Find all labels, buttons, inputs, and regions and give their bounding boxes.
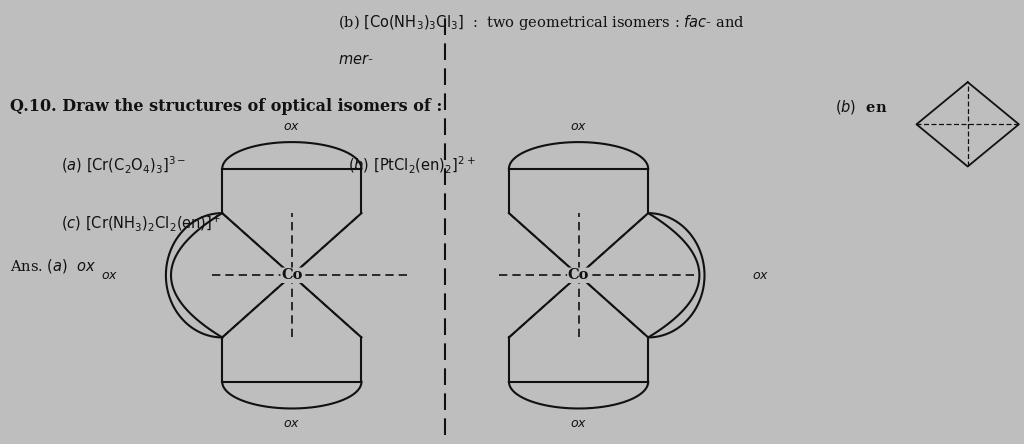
Text: Co: Co xyxy=(282,268,302,282)
Text: $ox$: $ox$ xyxy=(101,269,118,282)
Text: $ox$: $ox$ xyxy=(284,417,300,430)
Text: $(a)$ $[\mathrm{Cr(C_2O_4)_3}]^{3-}$: $(a)$ $[\mathrm{Cr(C_2O_4)_3}]^{3-}$ xyxy=(61,155,186,177)
Text: Co: Co xyxy=(568,268,589,282)
Text: Ans. $(a)$  $ox$: Ans. $(a)$ $ox$ xyxy=(10,258,96,275)
Text: $(b)$  en: $(b)$ en xyxy=(835,98,887,116)
Text: $ox$: $ox$ xyxy=(570,120,587,133)
Text: $(c)$ $[\mathrm{Cr(NH_3)_2Cl_2(en)}]^{+}$: $(c)$ $[\mathrm{Cr(NH_3)_2Cl_2(en)}]^{+}… xyxy=(61,213,221,233)
Text: $ox$: $ox$ xyxy=(284,120,300,133)
Text: $ox$: $ox$ xyxy=(570,417,587,430)
Text: $ox$: $ox$ xyxy=(753,269,769,282)
Text: Q.10. Draw the structures of optical isomers of :: Q.10. Draw the structures of optical iso… xyxy=(10,98,442,115)
Text: $(b)$ $[\mathrm{PtCl_2(en)_2}]^{2+}$: $(b)$ $[\mathrm{PtCl_2(en)_2}]^{2+}$ xyxy=(348,155,476,177)
Text: $mer$-: $mer$- xyxy=(338,53,374,67)
Text: (b) $[\mathrm{Co(NH_3)_3Cl_3}]$  :  two geometrical isomers : $fac$- and: (b) $[\mathrm{Co(NH_3)_3Cl_3}]$ : two ge… xyxy=(338,13,744,32)
